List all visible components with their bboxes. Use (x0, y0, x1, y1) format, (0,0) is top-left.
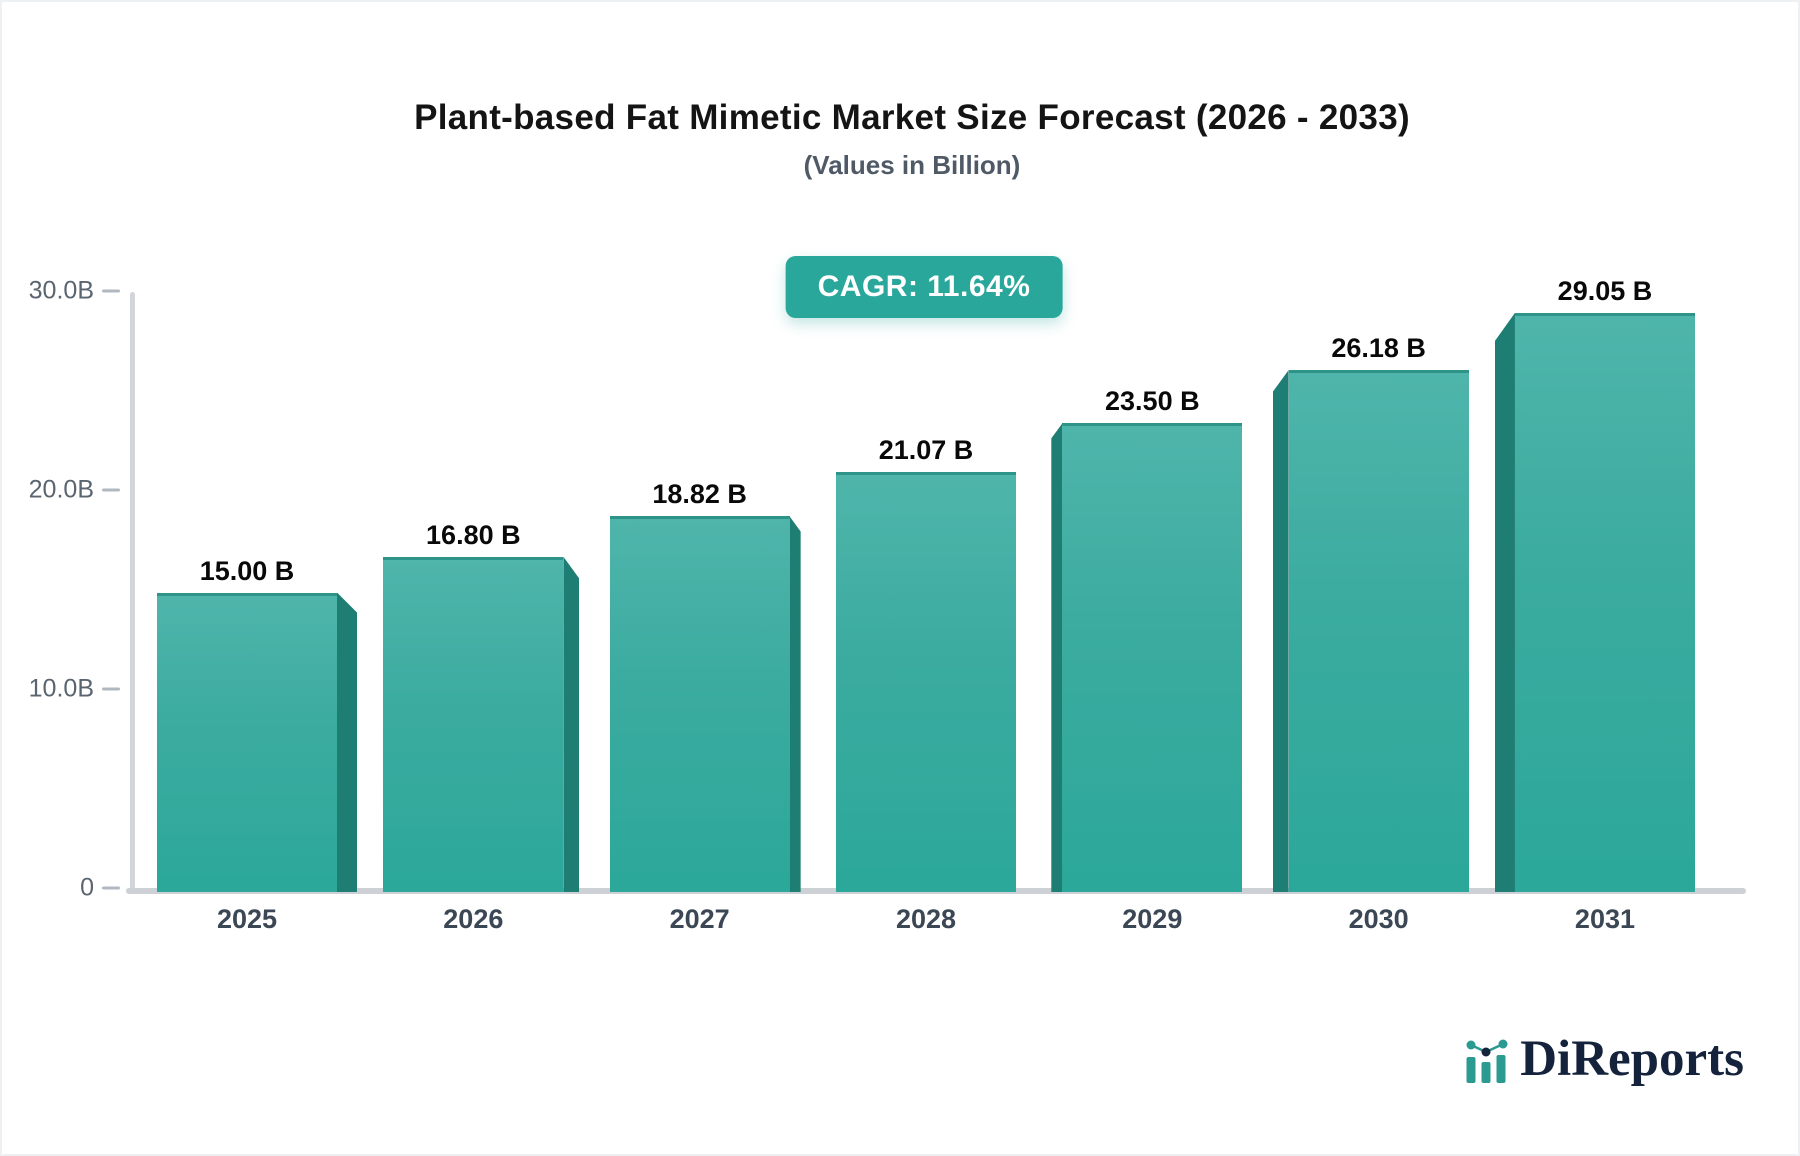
brand-logo: DiReports (1462, 1034, 1744, 1085)
x-tick-label-2030: 2030 (1348, 904, 1409, 934)
bar-2027 (609, 516, 790, 892)
x-tick-label-2027: 2027 (669, 904, 730, 934)
bar-value-label: 29.05 B (1557, 275, 1653, 306)
chart-title: Plant-based Fat Mimetic Market Size Fore… (414, 98, 1410, 137)
bar-value-label: 15.00 B (199, 555, 295, 586)
y-tick-mark (102, 488, 120, 492)
y-tick-label: 20.0B (28, 475, 94, 504)
bar-2026 (383, 556, 564, 892)
bar-3d-side (789, 516, 801, 892)
bar-2028 (835, 471, 1016, 892)
chart-subtitle: (Values in Billion) (803, 150, 1021, 180)
bar-3d-side (1494, 312, 1515, 892)
cagr-badge-label: CAGR: 11.64% (817, 270, 1031, 303)
bar-value-label: 21.07 B (878, 434, 974, 465)
y-tick-label: 30.0B (28, 276, 94, 305)
brand-logo-text: DiReports (1520, 1031, 1744, 1087)
y-tick-mark (102, 886, 120, 890)
x-tick-label-2025: 2025 (216, 904, 278, 934)
bar-3d-side (337, 592, 357, 892)
bar-3d-side (1272, 370, 1289, 892)
bar-value-label: 26.18 B (1331, 333, 1426, 364)
bar-3d-side (563, 556, 580, 892)
y-tick-mark (102, 687, 120, 691)
bar-2030 (1288, 370, 1469, 892)
x-tick-label-2028: 2028 (895, 904, 957, 934)
y-tick-label: 10.0B (28, 674, 94, 703)
bar-value-label: 18.82 B (652, 479, 747, 510)
bar-value-label: 23.50 B (1105, 386, 1200, 417)
bar-value-label: 16.80 B (426, 519, 521, 550)
x-tick-label-2029: 2029 (1122, 904, 1183, 934)
mini-bar-chart-icon (1466, 1039, 1508, 1083)
y-tick-mark (102, 289, 120, 293)
y-axis-line (130, 292, 135, 894)
y-tick-label: 0 (80, 873, 94, 902)
x-tick-label-2031: 2031 (1574, 904, 1636, 934)
bar-2025 (157, 592, 337, 892)
x-tick-label-2026: 2026 (443, 904, 504, 934)
bar-3d-side (1051, 423, 1063, 892)
bar-2029 (1062, 423, 1243, 892)
bar-2031 (1514, 312, 1695, 892)
cagr-badge: CAGR: 11.64% (785, 256, 1063, 318)
